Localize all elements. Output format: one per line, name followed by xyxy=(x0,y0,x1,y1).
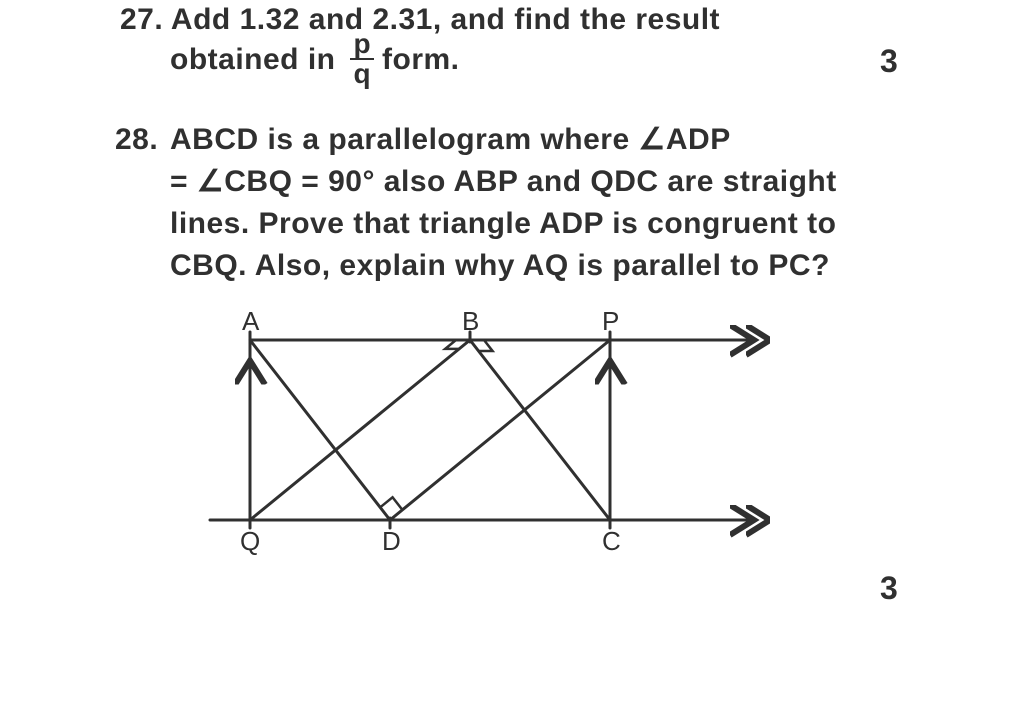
page: 27. Add 1.32 and 2.31, and find the resu… xyxy=(0,0,1024,714)
q27-line1: 27. Add 1.32 and 2.31, and find the resu… xyxy=(120,0,900,41)
vertex-label-B: B xyxy=(462,306,479,337)
figure-svg xyxy=(190,300,770,560)
q28-line3: lines. Prove that triangle ADP is congru… xyxy=(170,204,910,245)
q27-marks: 3 xyxy=(880,40,898,83)
q28-number: 28. xyxy=(115,120,158,161)
vertex-label-P: P xyxy=(602,306,619,337)
vertex-label-C: C xyxy=(602,526,621,557)
q28-marks: 3 xyxy=(880,570,898,607)
q27-line2-pre: obtained in xyxy=(170,40,336,81)
vertex-label-D: D xyxy=(382,526,401,557)
q27-frac-num: p xyxy=(350,30,374,58)
q28-line4: CBQ. Also, explain why AQ is parallel to… xyxy=(170,246,910,287)
q28-line1: ABCD is a parallelogram where ∠ADP xyxy=(170,120,910,161)
q27-fraction: p q xyxy=(350,30,374,88)
vertex-label-Q: Q xyxy=(240,526,260,557)
q28-figure: A B P Q D C xyxy=(190,300,770,600)
q27-line2-post: form. xyxy=(382,40,460,81)
q27-frac-den: q xyxy=(350,60,374,88)
vertex-label-A: A xyxy=(242,306,259,337)
q28-line2: = ∠CBQ = 90° also ABP and QDC are straig… xyxy=(170,162,910,203)
